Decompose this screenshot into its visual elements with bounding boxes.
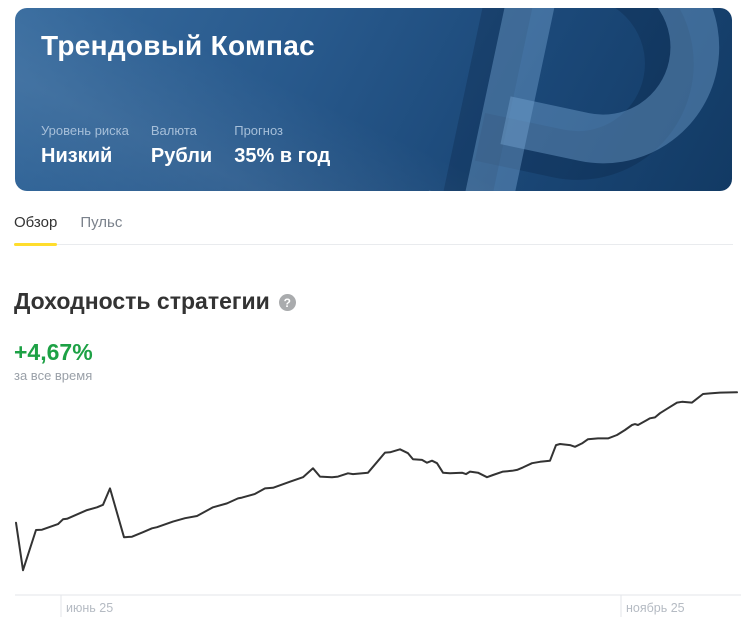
help-icon[interactable]: ?: [278, 294, 296, 311]
tab-bar: Обзор Пульс: [14, 208, 733, 246]
total-return-caption: за все время: [14, 368, 93, 383]
performance-chart[interactable]: июнь 25 ноябрь 25: [0, 380, 747, 625]
tab-overview[interactable]: Обзор: [14, 208, 58, 246]
performance-line: [15, 391, 738, 572]
strategy-title: Трендовый Компас: [41, 30, 316, 61]
active-tab-underline: [14, 243, 58, 246]
section-title-row: Доходность стратегии ?: [14, 288, 296, 315]
tab-label: Пульс: [80, 214, 123, 231]
total-return-value: +4,67%: [14, 339, 93, 365]
stat-label: Уровень риска: [41, 123, 129, 138]
stat-currency: Валюта Рубли: [151, 123, 212, 168]
stat-label: Валюта: [150, 123, 197, 138]
tab-pulse[interactable]: Пульс: [80, 208, 122, 244]
ruble-watermark-icon: [407, 8, 720, 191]
stat-value: Рубли: [150, 145, 213, 167]
strategy-stats: Уровень риска Низкий Валюта Рубли Прогно…: [41, 123, 330, 168]
x-axis-label-june: июнь 25: [66, 601, 113, 615]
stat-forecast: Прогноз 35% в год: [234, 123, 330, 168]
strategy-banner: Трендовый Компас Уровень риска Низкий Ва…: [15, 8, 732, 191]
stat-label: Прогноз: [234, 123, 283, 138]
stat-value: 35% в год: [234, 145, 331, 167]
stat-value: Низкий: [41, 145, 113, 167]
tab-label: Обзор: [14, 214, 58, 231]
section-title: Доходность стратегии: [14, 288, 270, 314]
stat-risk-level: Уровень риска Низкий: [41, 123, 129, 168]
x-axis-label-november: ноябрь 25: [626, 601, 685, 615]
